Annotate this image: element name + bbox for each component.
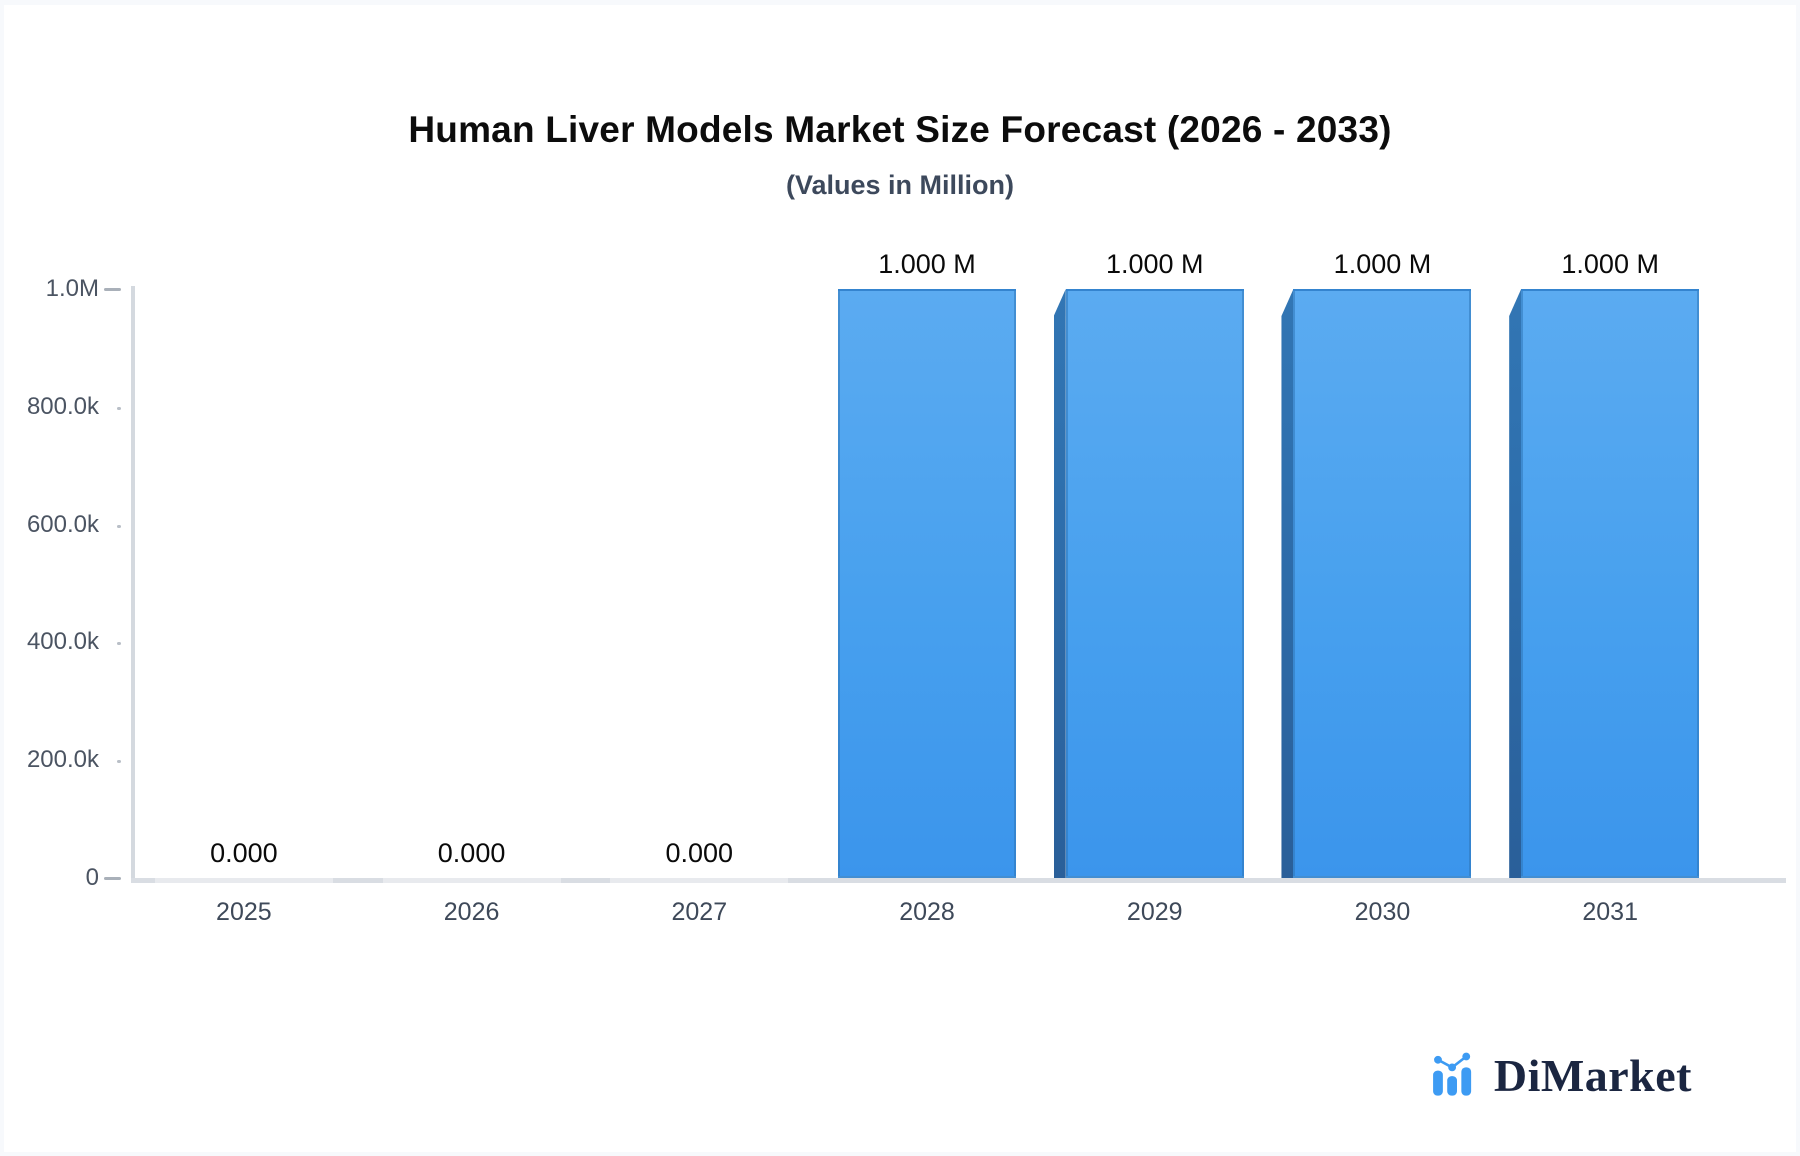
x-axis-tick-label: 2028 — [899, 898, 955, 926]
bar-value-label: 0.000 — [210, 838, 278, 868]
x-axis-line — [131, 878, 1786, 883]
bar-column: 0.000 2026 — [358, 289, 586, 926]
bar-column: 1.000 M 2030 — [1269, 249, 1497, 926]
bar-value-label: 1.000 M — [1561, 249, 1659, 279]
bar-column: 1.000 M 2029 — [1041, 249, 1269, 926]
bar[interactable] — [1281, 289, 1472, 878]
y-axis-tick-label: 200.0k — [26, 746, 99, 774]
y-axis-line — [131, 286, 135, 883]
x-axis-tick-label: 2030 — [1354, 898, 1411, 926]
bar-column: 1.000 M 2031 — [1496, 249, 1724, 926]
chart-subtitle: (Values in Million) — [785, 170, 1015, 200]
plot-area: 0.000 2025 0.000 2026 0.000 2027 1.000 M 2028 1.… — [130, 249, 1724, 926]
bar-front-face — [838, 289, 1017, 878]
bar-side-face — [1509, 289, 1522, 878]
bar-column: 0.000 2027 — [585, 289, 813, 926]
y-axis-tick — [117, 406, 121, 410]
bar[interactable] — [838, 289, 1017, 878]
bar-column: 0.000 2025 — [130, 289, 358, 926]
bar-value-label: 1.000 M — [878, 249, 976, 279]
bar-front-face — [1293, 289, 1472, 878]
bar-value-label: 1.000 M — [1333, 249, 1432, 279]
chart-title: Human Liver Models Market Size Forecast … — [408, 109, 1392, 150]
x-axis-tick-label: 2029 — [1126, 898, 1183, 926]
bar-side-face — [1053, 289, 1066, 878]
y-axis-tick — [117, 642, 121, 646]
brand-name: DiMarket — [1493, 1049, 1692, 1101]
zero-value-bar[interactable] — [382, 878, 561, 883]
y-axis-tick — [104, 877, 121, 880]
zero-value-bar[interactable] — [154, 878, 333, 883]
bar[interactable] — [1509, 289, 1700, 878]
chart-card: Human Liver Models Market Size Forecast … — [4, 5, 1796, 1152]
bar-front-face — [1521, 289, 1700, 878]
y-axis-tick-label: 1.0M — [45, 275, 99, 302]
y-axis-tick-label: 400.0k — [26, 628, 99, 656]
brand-logo: DiMarket — [1432, 1045, 1692, 1105]
x-axis-tick-label: 2025 — [216, 898, 272, 926]
y-axis-tick — [117, 760, 121, 764]
y-axis-tick-label: 600.0k — [26, 510, 99, 538]
y-axis-tick — [117, 524, 121, 528]
bar-value-label: 0.000 — [437, 838, 506, 868]
bar-value-label: 1.000 M — [1105, 249, 1204, 279]
y-axis-tick — [104, 288, 121, 291]
x-axis-tick-label: 2026 — [443, 898, 500, 926]
x-axis-tick-label: 2027 — [671, 898, 728, 926]
bar-front-face — [1065, 289, 1244, 878]
bar-chart-trend-icon — [1432, 1052, 1471, 1096]
bar-value-label: 0.000 — [665, 838, 734, 868]
bar[interactable] — [1053, 289, 1244, 878]
zero-value-bar[interactable] — [610, 878, 789, 883]
bar-column: 1.000 M 2028 — [813, 249, 1041, 926]
bar-side-face — [1281, 289, 1294, 878]
x-axis-tick-label: 2031 — [1582, 898, 1638, 926]
y-axis-tick-label: 800.0k — [26, 392, 99, 420]
y-axis-tick-label: 0 — [85, 864, 99, 891]
